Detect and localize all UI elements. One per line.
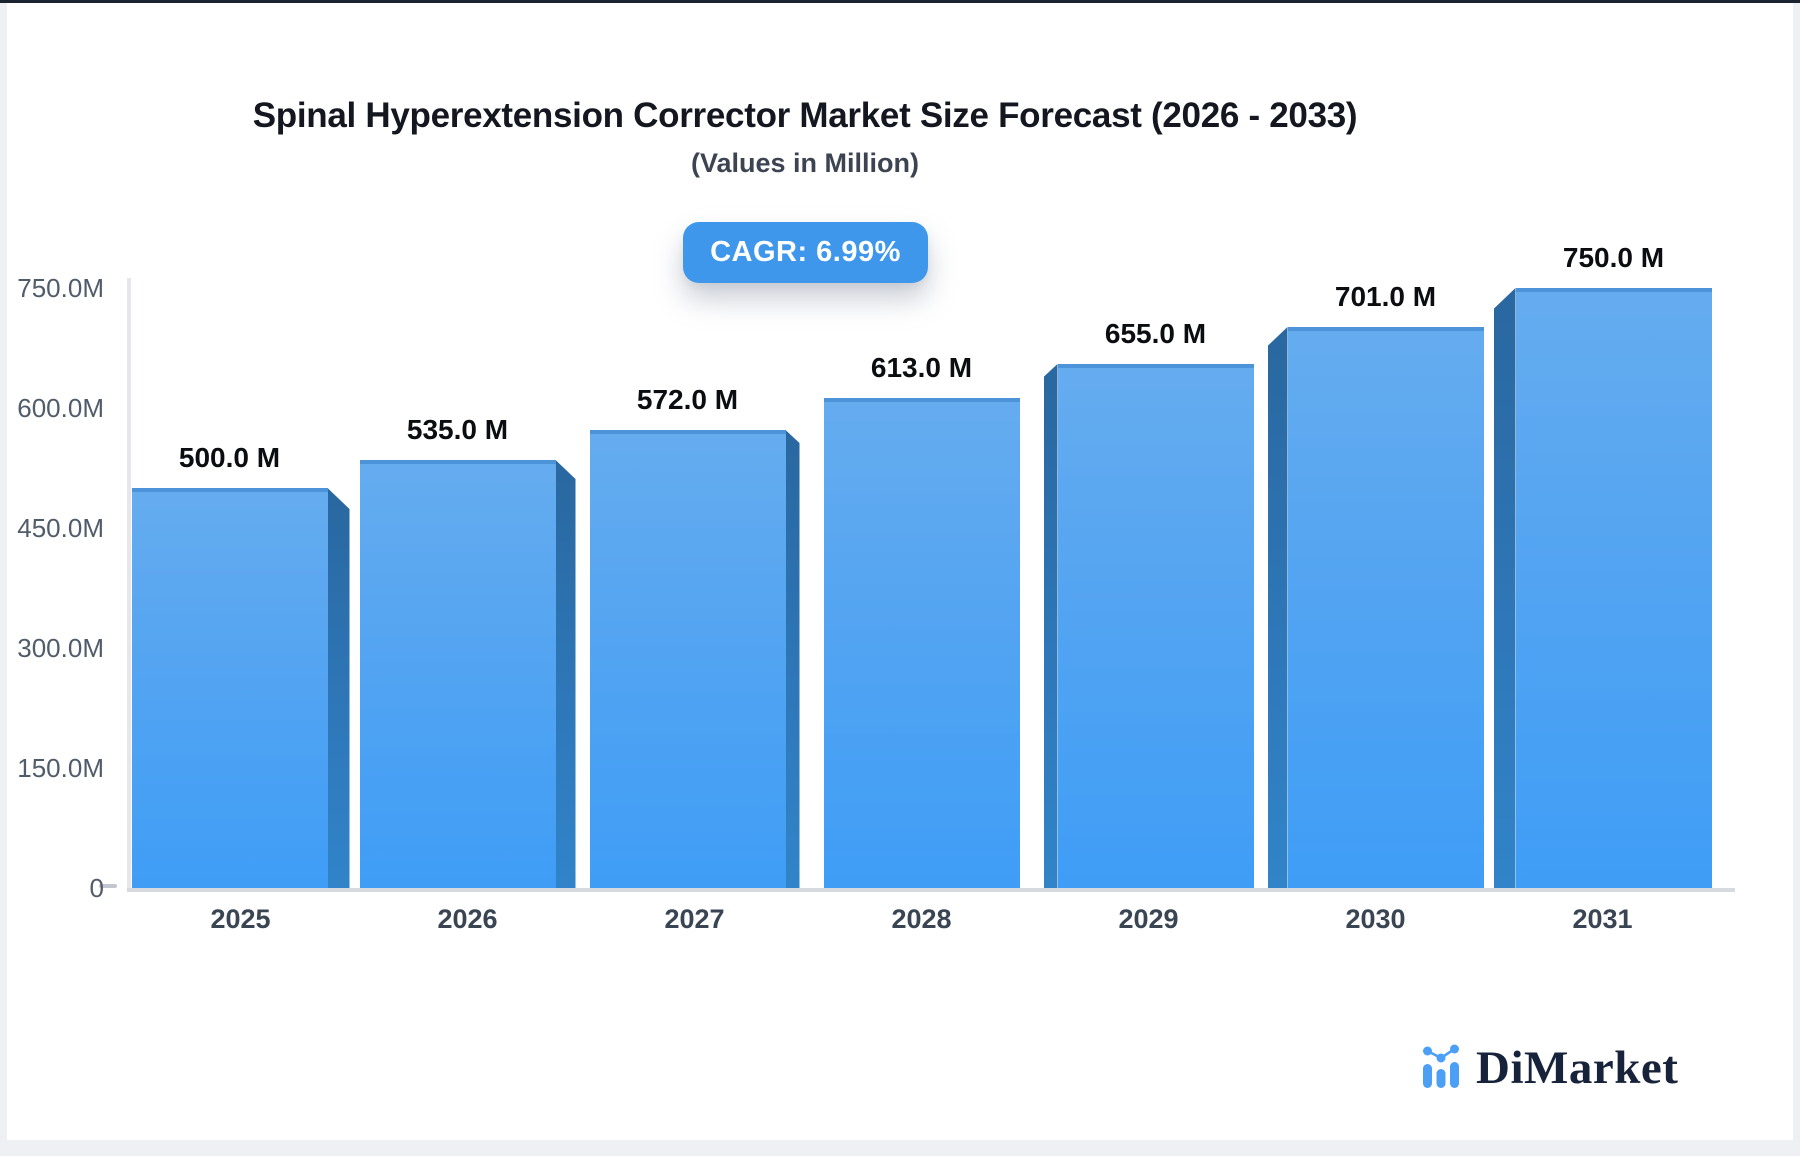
bar [359,460,556,888]
chart-title: Spinal Hyperextension Corrector Market S… [252,96,1358,135]
chart-subtitle: (Values in Million) [690,148,920,178]
bar [131,488,328,888]
x-axis-label: 2027 [664,904,725,934]
bar-value-label: 750.0 M [1562,242,1665,273]
brand-logo: DiMarket [1420,1040,1678,1092]
bar [589,430,786,888]
bar-value-label: 613.0 M [870,352,973,383]
x-axis-label: 2026 [437,904,498,934]
bar [1057,364,1254,888]
y-tick-label: 150.0M [17,753,104,783]
bar-side-face [1493,288,1516,888]
bar-side-face [327,488,350,888]
y-tick-label: 750.0M [17,273,104,303]
bar-side-face [785,430,800,888]
bar-side-face [1043,364,1058,888]
x-axis-label: 2031 [1572,904,1633,934]
y-tick-label: 300.0M [17,633,104,663]
bar [1515,288,1712,888]
brand-name: DiMarket [1476,1042,1679,1094]
cagr-label: CAGR: 6.99% [710,236,901,268]
bar-value-label: 500.0 M [178,442,281,473]
y-tick-label: 0 [89,873,104,903]
bar [823,398,1020,888]
bar-value-label: 655.0 M [1104,318,1207,349]
bar [1287,327,1484,888]
cagr-badge: CAGR: 6.99% [683,222,928,283]
bar-side-face [1267,327,1288,888]
bar-value-label: 572.0 M [636,384,739,415]
bar-value-label: 701.0 M [1334,281,1437,312]
y-axis-line [127,278,131,888]
x-axis-label: 2030 [1345,904,1406,934]
zero-tick-mark [99,884,117,888]
x-axis-label: 2028 [891,904,952,934]
y-tick-label: 600.0M [17,393,104,423]
bar-side-face [555,460,576,888]
window-top-border [0,0,1800,3]
x-axis-label: 2029 [1118,904,1179,934]
bar-chart-logo-icon [1423,1044,1459,1088]
y-tick-label: 450.0M [17,513,104,543]
x-axis-label: 2025 [210,904,271,934]
x-axis-line [127,888,1735,892]
bar-value-label: 535.0 M [406,414,509,445]
